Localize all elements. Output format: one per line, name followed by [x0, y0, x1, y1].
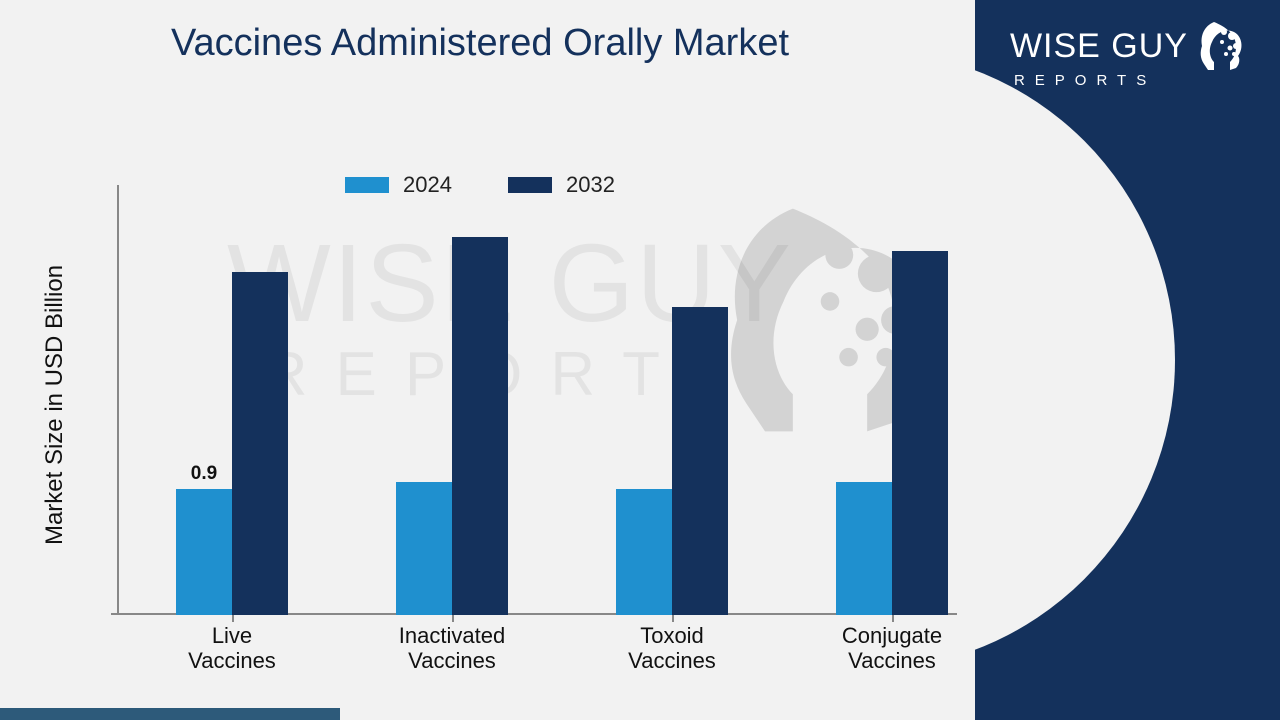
bar-chart: Market Size in USD Billion 0.9 LiveVacci…	[55, 195, 975, 685]
brand-text-line2: REPORTS	[1010, 72, 1250, 89]
bar-value-label: 0.9	[191, 463, 217, 485]
y-axis-line	[117, 185, 119, 615]
bar-2024	[836, 482, 892, 615]
chart-title: Vaccines Administered Orally Market	[0, 22, 960, 65]
brand-text-line1: WISE GUY	[1010, 27, 1188, 66]
x-tick	[452, 615, 454, 622]
bar-2032	[452, 237, 508, 615]
bar-2024	[176, 489, 232, 615]
bar-2032	[892, 251, 948, 615]
right-brand-panel	[975, 0, 1280, 720]
brand-logo: WISE GUY REPORTS	[1010, 18, 1250, 89]
y-axis-label: Market Size in USD Billion	[35, 195, 75, 615]
y-tick	[111, 613, 117, 615]
x-tick	[892, 615, 894, 622]
x-axis-category-label: ConjugateVaccines	[802, 623, 982, 674]
legend-swatch-2032	[508, 177, 552, 193]
x-axis-category-label: ToxoidVaccines	[582, 623, 762, 674]
plot-area: 0.9	[117, 195, 957, 615]
x-axis-category-label: LiveVaccines	[142, 623, 322, 674]
bottom-accent-strip	[0, 708, 340, 720]
bar-2024	[616, 489, 672, 615]
bar-2032	[672, 307, 728, 615]
x-axis-category-label: InactivatedVaccines	[362, 623, 542, 674]
brand-head-icon	[1194, 18, 1250, 74]
x-tick	[672, 615, 674, 622]
bar-2032	[232, 272, 288, 615]
x-tick	[232, 615, 234, 622]
bar-2024	[396, 482, 452, 615]
legend-swatch-2024	[345, 177, 389, 193]
